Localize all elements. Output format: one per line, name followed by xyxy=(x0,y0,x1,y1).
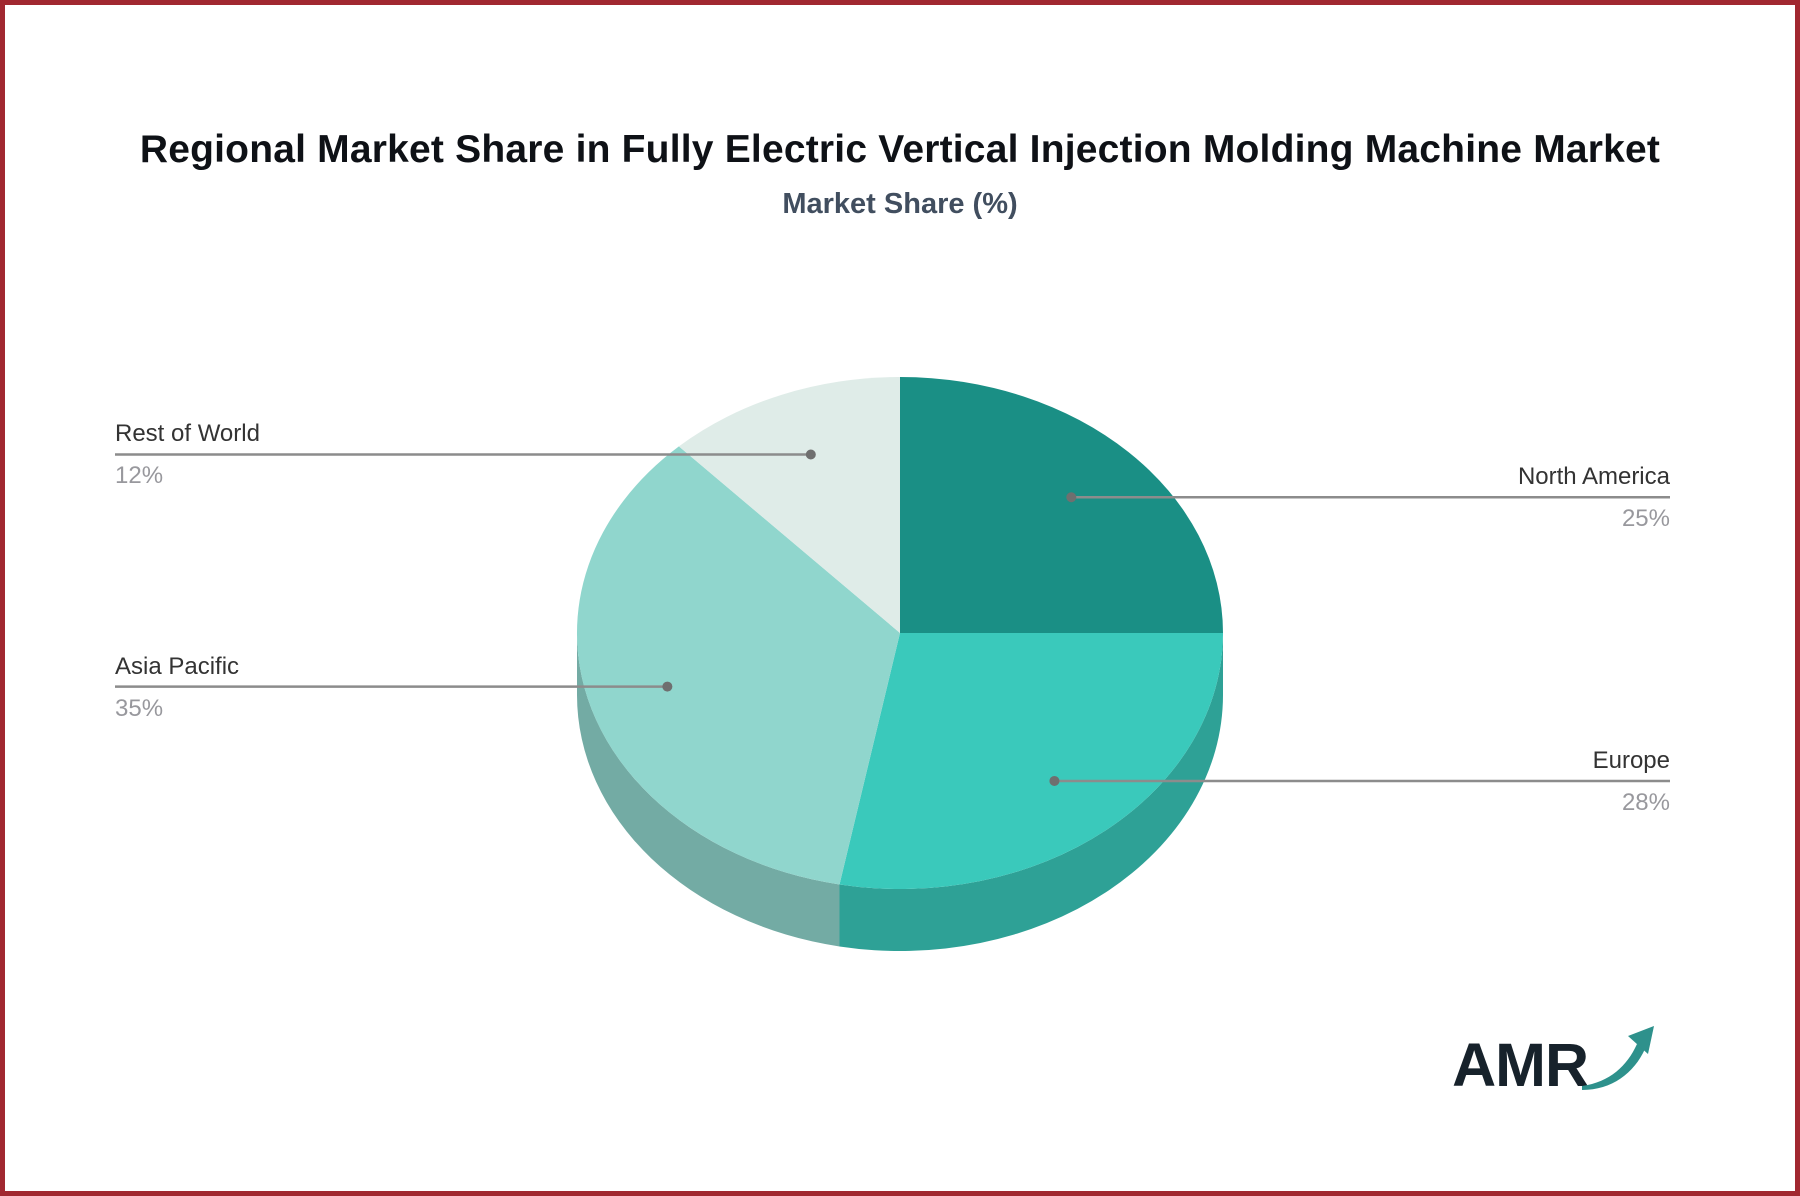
slice-label-europe: Europe xyxy=(1592,746,1670,774)
slice-value-asia-pacific: 35% xyxy=(115,694,164,722)
brand-logo-text: AMR xyxy=(1452,1031,1589,1099)
slice-label-north-america: North America xyxy=(1517,463,1670,491)
leader-dot-rest-of-world xyxy=(805,449,816,460)
growth-arrow-icon xyxy=(1582,1026,1654,1090)
pie-slice-north-america[interactable] xyxy=(900,377,1223,633)
slice-value-europe: 28% xyxy=(1621,788,1670,816)
slice-label-rest-of-world: Rest of World xyxy=(115,420,260,448)
pie-slice-rest-of-world[interactable] xyxy=(678,377,900,633)
pie-slice-europe[interactable] xyxy=(839,633,1224,890)
slice-value-rest-of-world: 12% xyxy=(115,462,164,490)
leader-dot-asia-pacific xyxy=(662,681,673,692)
brand-logo: AMR xyxy=(1452,1024,1654,1096)
pie-slice-asia-pacific[interactable] xyxy=(576,446,900,885)
leader-dot-north-america xyxy=(1066,492,1077,503)
pie-side-asia-pacific xyxy=(577,633,840,947)
slice-value-north-america: 25% xyxy=(1621,505,1670,533)
chart-title: Regional Market Share in Fully Electric … xyxy=(139,128,1661,171)
chart-subtitle: Market Share (%) xyxy=(782,188,1018,220)
slice-label-asia-pacific: Asia Pacific xyxy=(115,652,240,680)
leader-dot-europe xyxy=(1049,775,1060,786)
pie-side-europe xyxy=(839,633,1223,952)
